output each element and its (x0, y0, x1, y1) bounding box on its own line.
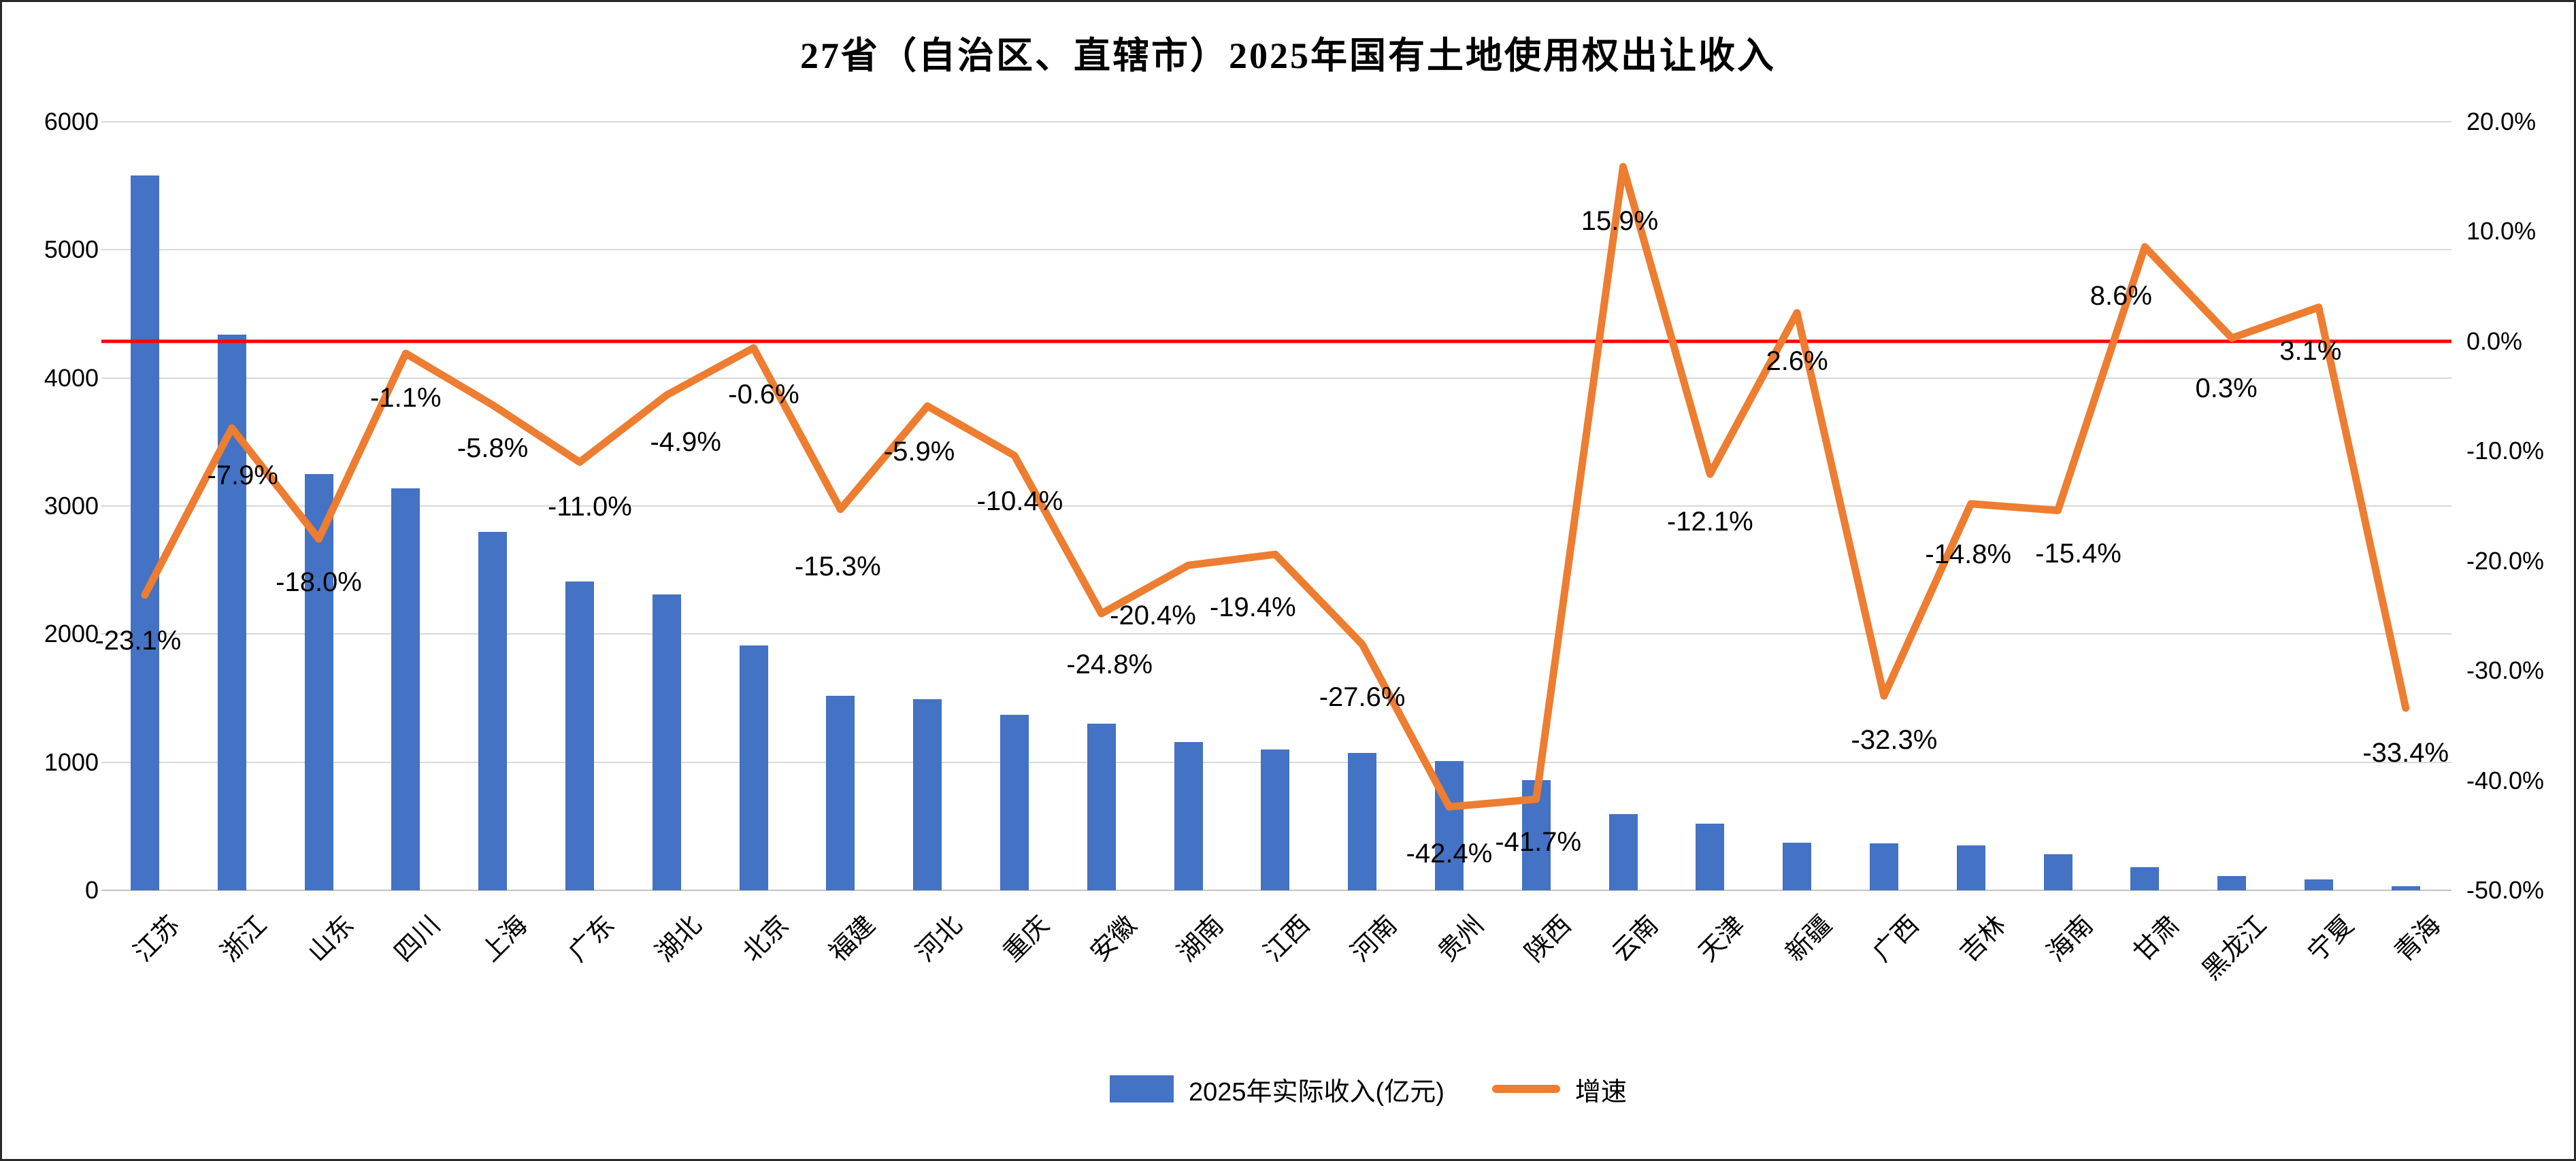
growth-label-河南: -27.6% (1319, 682, 1406, 713)
legend-bar-swatch-icon (1110, 1075, 1174, 1103)
right-axis-tick: -10.0% (2466, 437, 2545, 465)
growth-label-广西: -32.3% (1851, 725, 1938, 756)
revenue-bar-江苏 (130, 175, 159, 890)
growth-label-黑龙江: 0.3% (2195, 373, 2258, 403)
right-axis-tick: -20.0% (2466, 546, 2545, 575)
gridline (101, 890, 2451, 891)
right-axis-tick: 0.0% (2466, 326, 2523, 355)
right-axis-tick: -30.0% (2466, 656, 2545, 685)
growth-label-新疆: 2.6% (1766, 346, 1828, 376)
revenue-bar-安徽 (1087, 724, 1116, 890)
gridline (101, 121, 2451, 122)
growth-label-浙江: -7.9% (207, 460, 278, 491)
revenue-bar-四川 (391, 488, 420, 890)
legend-line-label: 增速 (1574, 1077, 1627, 1107)
revenue-bar-广东 (565, 582, 594, 890)
growth-label-贵州: -42.4% (1406, 839, 1493, 869)
growth-label-湖南: -20.4% (1110, 601, 1196, 631)
revenue-bar-山东 (304, 473, 333, 890)
revenue-bar-海南 (2043, 854, 2073, 890)
revenue-bar-吉林 (1956, 845, 1985, 890)
growth-label-北京: -0.6% (728, 379, 799, 409)
revenue-bar-河南 (1348, 753, 1377, 890)
right-axis-tick: -40.0% (2466, 766, 2545, 794)
gridline (101, 377, 2451, 379)
revenue-bar-广西 (1869, 843, 1898, 890)
revenue-bar-湖北 (652, 594, 681, 890)
growth-label-吉林: -14.8% (1925, 539, 2012, 569)
left-axis-tick: 2000 (44, 620, 99, 648)
legend: 2025年实际收入(亿元) 增速 (1110, 1067, 1627, 1111)
revenue-bar-新疆 (1783, 843, 1812, 890)
growth-label-天津: -12.1% (1666, 507, 1753, 537)
left-axis-tick: 1000 (44, 747, 99, 776)
growth-label-陕西: -41.7% (1495, 827, 1582, 857)
revenue-bar-青海 (2391, 886, 2420, 890)
revenue-bar-北京 (739, 645, 768, 890)
revenue-bar-湖南 (1174, 741, 1203, 890)
revenue-bar-福建 (826, 695, 855, 890)
growth-label-上海: -5.8% (457, 433, 529, 464)
revenue-bar-江西 (1261, 749, 1290, 890)
growth-label-四川: -1.1% (370, 382, 442, 413)
gridline (101, 249, 2451, 251)
revenue-bar-天津 (1696, 824, 1725, 890)
left-axis-tick: 0 (84, 876, 99, 904)
growth-label-重庆: -10.4% (976, 486, 1063, 516)
left-axis-tick: 4000 (44, 363, 99, 392)
revenue-bar-黑龙江 (2217, 876, 2247, 890)
growth-label-青海: -33.4% (2362, 738, 2449, 769)
gridline (101, 633, 2451, 635)
revenue-bar-甘肃 (2130, 867, 2160, 890)
growth-label-云南: 15.9% (1581, 206, 1659, 237)
legend-line-swatch-icon (1491, 1085, 1560, 1093)
gridline (101, 505, 2451, 507)
left-axis-tick: 6000 (44, 107, 99, 135)
growth-line (141, 163, 2410, 811)
right-axis-tick: -50.0% (2466, 876, 2545, 904)
growth-label-山东: -18.0% (276, 567, 362, 598)
chart-title: 27省（自治区、直辖市）2025年国有土地使用权出让收入 (800, 35, 1776, 76)
growth-label-安徽: -24.8% (1066, 650, 1153, 680)
growth-label-宁夏: 3.1% (2279, 335, 2342, 366)
left-axis-tick: 5000 (44, 235, 99, 264)
growth-label-湖北: -4.9% (650, 426, 721, 457)
growth-label-海南: -15.4% (2035, 539, 2121, 569)
revenue-bar-上海 (478, 531, 508, 890)
growth-label-广东: -11.0% (548, 492, 632, 522)
revenue-bar-河北 (913, 699, 942, 890)
revenue-bar-宁夏 (2304, 879, 2333, 890)
legend-bar-label: 2025年实际收入(亿元) (1189, 1077, 1444, 1107)
growth-label-河北: -5.9% (883, 437, 955, 467)
left-axis-tick: 3000 (44, 492, 99, 520)
right-axis-tick: 20.0% (2466, 107, 2537, 135)
growth-label-江苏: -23.1% (95, 625, 182, 656)
growth-label-甘肃: 8.6% (2090, 281, 2152, 312)
growth-label-江西: -19.4% (1209, 592, 1296, 623)
revenue-bar-云南 (1608, 813, 1638, 890)
growth-label-福建: -15.3% (794, 551, 881, 582)
revenue-bar-重庆 (1000, 714, 1029, 890)
right-axis-tick: 10.0% (2466, 217, 2537, 246)
